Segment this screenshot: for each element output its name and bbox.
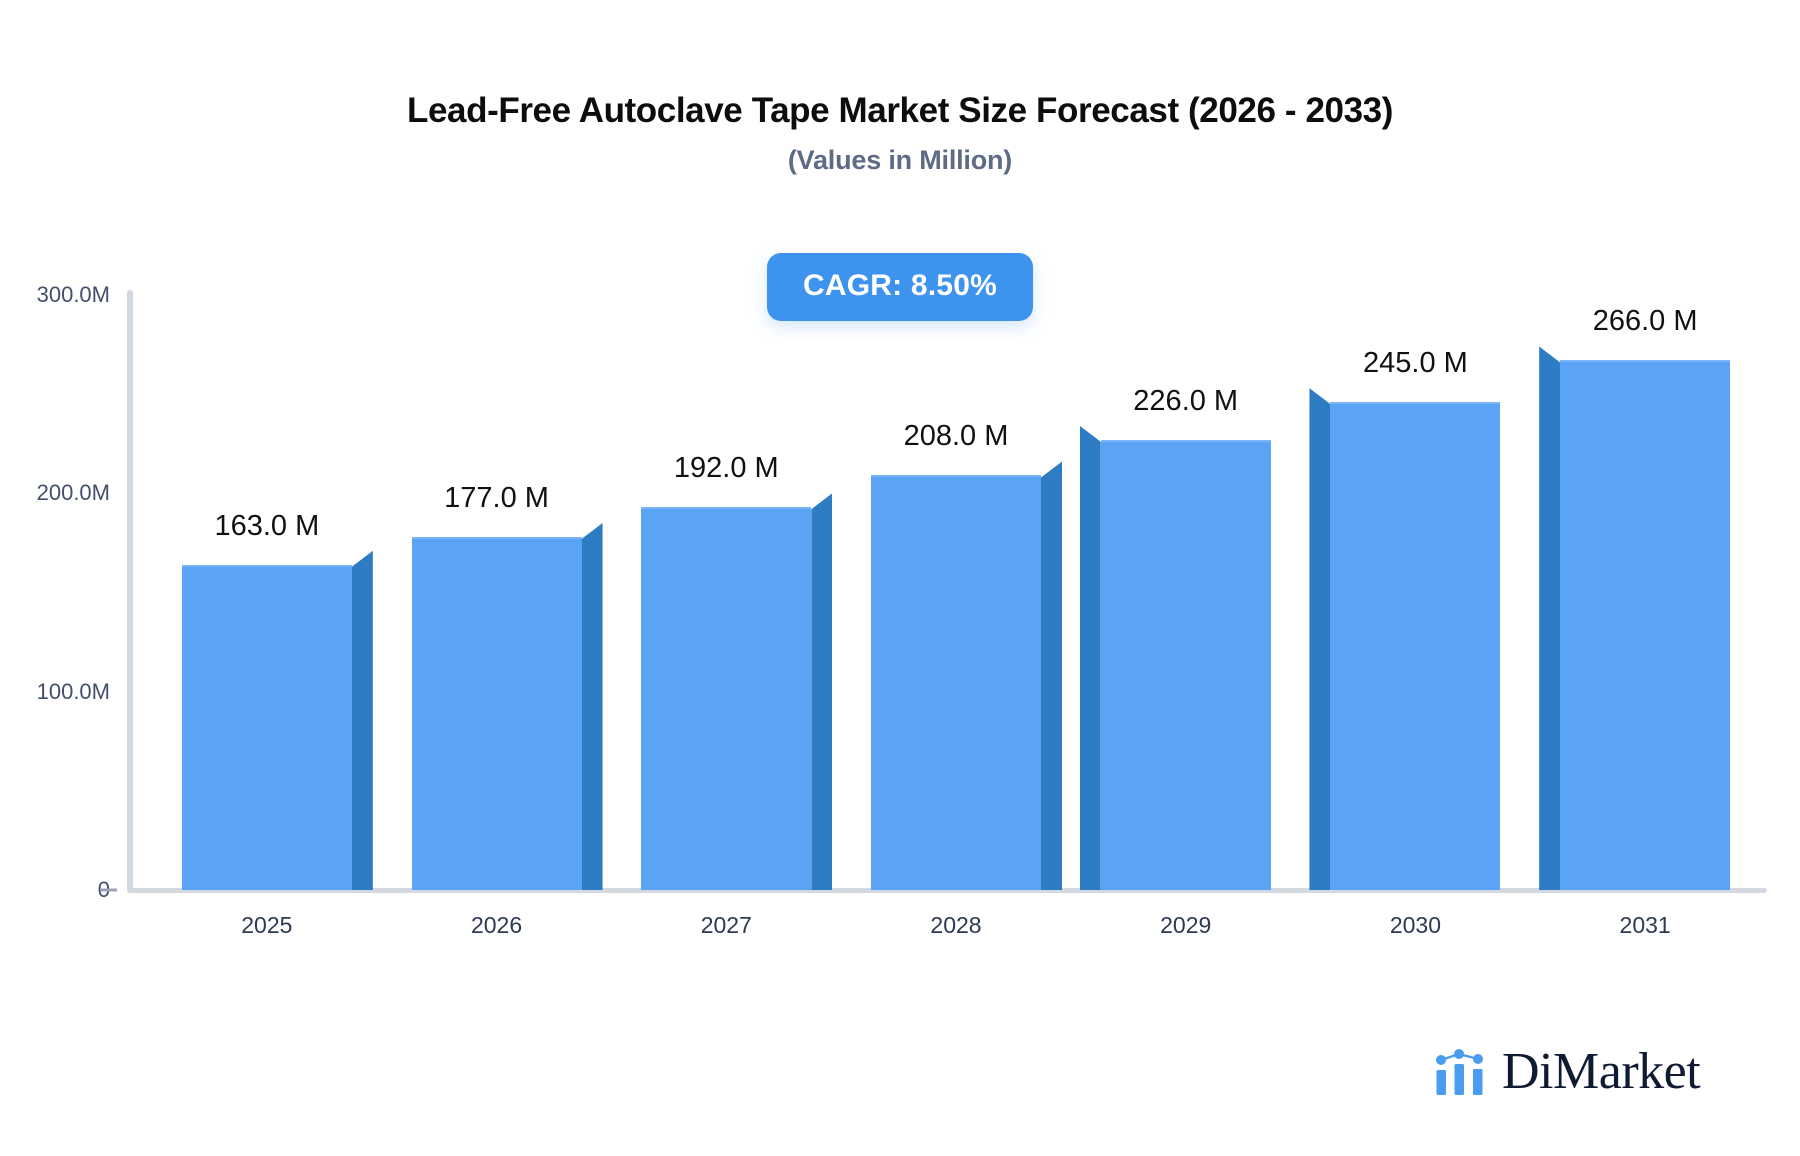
- x-axis-tick-label-2026: 2026: [470, 912, 523, 938]
- brand-name: DiMarket: [1502, 1043, 1701, 1100]
- bar-2031: 266.0 M: [1539, 305, 1731, 890]
- bar-face: [1560, 360, 1731, 890]
- y-axis-tick-label: 300.0M: [36, 282, 110, 307]
- x-axis-tick-label-2030: 2030: [1389, 912, 1442, 938]
- x-axis-line: [127, 888, 1767, 893]
- bar-face: [1330, 402, 1501, 890]
- x-axis-tick-label-2027: 2027: [700, 912, 752, 938]
- bar-face: [1100, 439, 1271, 890]
- bar-3d-side: [811, 493, 833, 890]
- chart-header: Lead-Free Autoclave Tape Market Size For…: [0, 91, 1800, 176]
- chart-subtitle: (Values in Million): [787, 144, 1013, 175]
- y-axis-tick-mark: [100, 888, 117, 892]
- bar-value-label: 226.0 M: [1133, 384, 1239, 417]
- bar-3d-side: [581, 522, 603, 890]
- bar-3d-side: [1539, 346, 1561, 890]
- brand-logo: DiMarket: [1432, 1043, 1701, 1100]
- bar-2026: 177.0 M: [411, 482, 603, 890]
- bar-2030: 245.0 M: [1309, 347, 1501, 890]
- y-axis-tick-label: 200.0M: [36, 480, 110, 506]
- x-axis-tick-label-2025: 2025: [241, 912, 293, 938]
- bar-value-label: 245.0 M: [1363, 347, 1468, 380]
- bar-value-label: 208.0 M: [903, 420, 1009, 453]
- x-axis-tick-label-2031: 2031: [1619, 912, 1671, 938]
- x-axis-tick-label-2029: 2029: [1160, 912, 1212, 938]
- bar-face: [181, 564, 352, 890]
- bar-value-label: 266.0 M: [1592, 305, 1698, 338]
- bar-2025: 163.0 M: [181, 510, 373, 890]
- y-axis-line: [127, 290, 133, 891]
- bar-value-label: 163.0 M: [214, 509, 320, 542]
- x-axis-tick-label-2028: 2028: [930, 912, 982, 938]
- cagr-badge-container: CAGR: 8.50%: [0, 253, 1800, 321]
- bar-face: [641, 507, 812, 890]
- bar-face: [871, 475, 1041, 890]
- bar-3d-side: [1041, 461, 1062, 890]
- bar-value-label: 192.0 M: [673, 452, 779, 485]
- bar-3d-side: [1079, 425, 1101, 890]
- bar-2028: 208.0 M: [871, 420, 1062, 890]
- bar-face: [411, 536, 582, 890]
- bar-chart-icon: [1432, 1049, 1488, 1095]
- cagr-badge: CAGR: 8.50%: [767, 253, 1033, 321]
- bar-2029: 226.0 M: [1079, 385, 1271, 890]
- bar-2027: 192.0 M: [641, 452, 833, 890]
- bar-3d-side: [1309, 388, 1331, 890]
- bar-3d-side: [351, 550, 373, 890]
- chart-title: Lead-Free Autoclave Tape Market Size For…: [407, 91, 1393, 130]
- bar-value-label: 177.0 M: [444, 481, 549, 514]
- y-axis-tick-label: 100.0M: [36, 678, 110, 704]
